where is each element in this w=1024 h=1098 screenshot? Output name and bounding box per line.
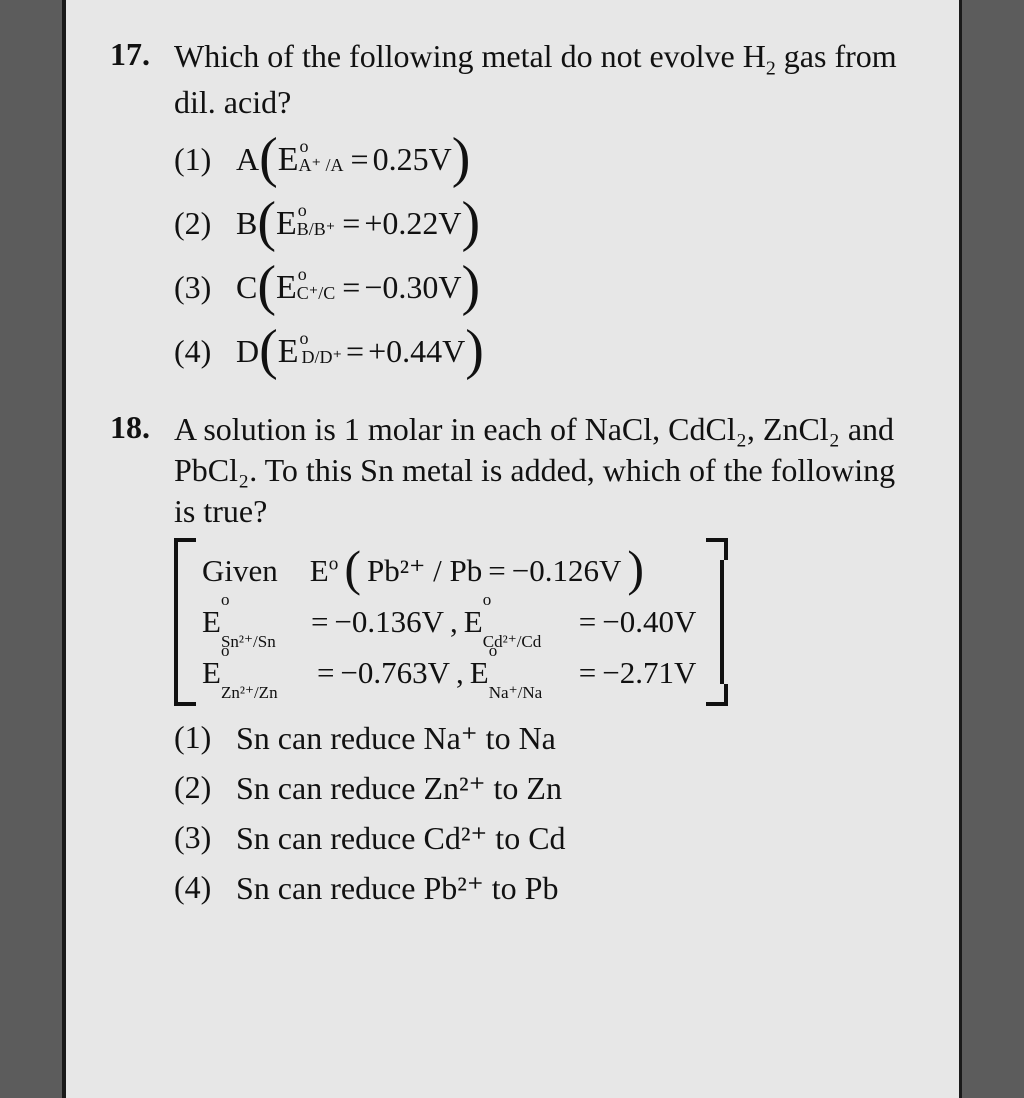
e-variable: E o A⁺ /A — [278, 141, 353, 179]
right-paren-icon: ) — [462, 197, 481, 247]
value: +0.44V — [368, 333, 465, 370]
e-sub: A⁺ /A — [299, 155, 344, 176]
e-term: EoCd²⁺/Cd — [464, 598, 573, 646]
e-sub: C⁺/C — [297, 283, 336, 304]
value: 0.25V — [373, 141, 452, 178]
equals: = — [311, 598, 328, 646]
equals: = — [351, 141, 369, 178]
e-sup: o — [300, 328, 309, 349]
question-17-options: (1) A ( E o A⁺ /A = 0.25V ) (2) — [174, 131, 915, 381]
option-number: (1) — [174, 719, 222, 756]
e-term: EoNa⁺/Na — [470, 649, 573, 697]
value: −2.71V — [602, 649, 696, 697]
e-sub: B/B⁺ — [297, 219, 336, 240]
question-17-header: 17. Which of the following metal do not … — [110, 36, 915, 123]
metal-label: B — [236, 205, 257, 242]
page: 17. Which of the following metal do not … — [62, 0, 962, 1098]
left-paren-icon: ( — [257, 197, 276, 247]
e-term: EoZn²⁺/Zn — [202, 649, 311, 697]
e-sup: o — [298, 200, 307, 221]
equals: = — [579, 649, 596, 697]
option-row: (1) Sn can reduce Na⁺ to Na — [174, 716, 915, 760]
value: −0.763V — [340, 649, 450, 697]
option-number: (2) — [174, 769, 222, 806]
given-line-1: Given Eo ( Pb²⁺ / Pb = −0.126V ) — [202, 547, 696, 595]
redox-pair: Pb²⁺ / Pb — [367, 547, 482, 595]
option-expression: D ( E o D/D⁺ = +0.44V ) — [236, 327, 484, 377]
equals: = — [317, 649, 334, 697]
option-number: (1) — [174, 141, 222, 178]
e-term: EoSn²⁺/Sn — [202, 598, 305, 646]
option-number: (4) — [174, 869, 222, 906]
metal-label: A — [236, 141, 259, 178]
value: −0.136V — [334, 598, 444, 646]
option-number: (2) — [174, 205, 222, 242]
question-18-header: 18. A solution is 1 molar in each of NaC… — [110, 409, 915, 532]
given-line-3: EoZn²⁺/Zn = −0.763V, EoNa⁺/Na = −2.71V — [202, 649, 696, 697]
e-variable: E o B/B⁺ — [276, 205, 344, 243]
equals: = — [342, 269, 360, 306]
equals: = — [346, 333, 364, 370]
given-content: Given Eo ( Pb²⁺ / Pb = −0.126V ) EoSn²⁺/… — [192, 538, 706, 706]
left-paren-icon: ( — [259, 133, 278, 183]
option-number: (4) — [174, 333, 222, 370]
option-row: (2) B ( E o B/B⁺ = +0.22V ) — [174, 195, 915, 253]
option-row: (1) A ( E o A⁺ /A = 0.25V ) — [174, 131, 915, 189]
given-line-2: EoSn²⁺/Sn = −0.136V, EoCd²⁺/Cd = −0.40V — [202, 598, 696, 646]
e-variable: E o C⁺/C — [276, 269, 344, 307]
e-sub: D/D⁺ — [302, 347, 343, 368]
value: −0.30V — [364, 269, 461, 306]
question-number: 18. — [110, 409, 156, 446]
given-label: Given — [202, 547, 278, 595]
question-18: 18. A solution is 1 molar in each of NaC… — [110, 409, 915, 910]
option-expression: C ( E o C⁺/C = −0.30V ) — [236, 263, 480, 313]
option-number: (3) — [174, 819, 222, 856]
left-bracket-icon — [174, 538, 192, 706]
equals: = — [342, 205, 360, 242]
question-text: Which of the following metal do not evol… — [174, 36, 915, 123]
equals: = — [579, 598, 596, 646]
option-row: (3) C ( E o C⁺/C = −0.30V ) — [174, 259, 915, 317]
question-18-options: (1) Sn can reduce Na⁺ to Na (2) Sn can r… — [174, 716, 915, 910]
right-paren-icon: ) — [465, 325, 484, 375]
option-row: (3) Sn can reduce Cd²⁺ to Cd — [174, 816, 915, 860]
value: −0.40V — [602, 598, 696, 646]
option-text: Sn can reduce Zn²⁺ to Zn — [236, 769, 562, 807]
given-data-box: Given Eo ( Pb²⁺ / Pb = −0.126V ) EoSn²⁺/… — [174, 538, 915, 706]
option-expression: A ( E o A⁺ /A = 0.25V ) — [236, 135, 470, 185]
option-row: (2) Sn can reduce Zn²⁺ to Zn — [174, 766, 915, 810]
metal-label: D — [236, 333, 259, 370]
left-paren-icon: ( — [344, 546, 361, 591]
left-paren-icon: ( — [257, 261, 276, 311]
value: +0.22V — [364, 205, 461, 242]
e-sup: o — [300, 136, 309, 157]
e-variable: E o D/D⁺ — [278, 333, 348, 371]
option-expression: B ( E o B/B⁺ = +0.22V ) — [236, 199, 480, 249]
option-text: Sn can reduce Na⁺ to Na — [236, 719, 556, 757]
option-text: Sn can reduce Pb²⁺ to Pb — [236, 869, 558, 907]
question-number: 17. — [110, 36, 156, 73]
right-bracket-icon — [706, 538, 724, 706]
option-number: (3) — [174, 269, 222, 306]
option-row: (4) D ( E o D/D⁺ = +0.44V ) — [174, 323, 915, 381]
option-row: (4) Sn can reduce Pb²⁺ to Pb — [174, 866, 915, 910]
question-17: 17. Which of the following metal do not … — [110, 36, 915, 381]
e-sup: o — [298, 264, 307, 285]
e-symbol: Eo — [310, 547, 339, 595]
left-paren-icon: ( — [259, 325, 278, 375]
option-text: Sn can reduce Cd²⁺ to Cd — [236, 819, 566, 857]
q17-text-sub: 2 — [766, 57, 776, 79]
value: −0.126V — [512, 547, 622, 595]
right-paren-icon: ) — [452, 133, 471, 183]
right-paren-icon: ) — [627, 546, 644, 591]
right-paren-icon: ) — [462, 261, 481, 311]
q17-text-pre: Which of the following metal do not evol… — [174, 38, 766, 74]
metal-label: C — [236, 269, 257, 306]
question-text: A solution is 1 molar in each of NaCl, C… — [174, 409, 915, 532]
